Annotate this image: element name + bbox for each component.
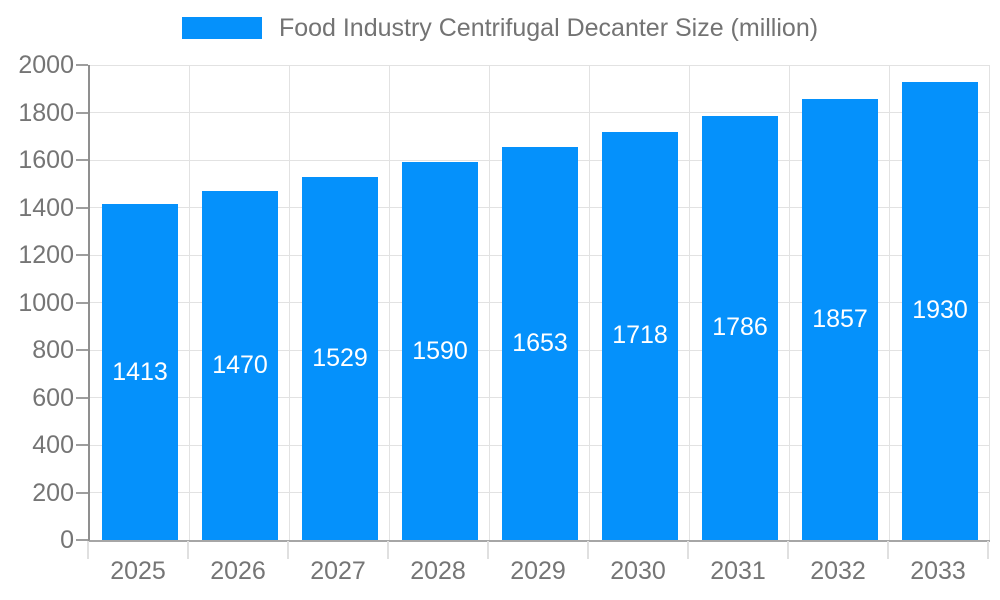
plot-area: 1413 1470 1529 1590 1653 1718 1786 1857 1930 xyxy=(88,64,990,542)
gridline-horizontal xyxy=(90,112,990,113)
x-axis-tick-label: 2027 xyxy=(310,557,366,585)
y-axis-tick-label: 0 xyxy=(60,526,74,554)
x-axis-tick-label: 2026 xyxy=(210,557,266,585)
y-axis-tick-label: 600 xyxy=(32,383,74,412)
y-axis-tick xyxy=(76,64,88,66)
y-axis-tick-label: 1200 xyxy=(18,241,74,269)
legend: Food Industry Centrifugal Decanter Size … xyxy=(0,14,1000,42)
gridline-vertical xyxy=(689,65,690,540)
bar-value-label: 1470 xyxy=(212,350,268,379)
gridline-vertical xyxy=(989,65,990,540)
gridline-vertical xyxy=(489,65,490,540)
legend-swatch xyxy=(181,17,262,39)
y-axis-tick xyxy=(76,349,88,351)
gridline-vertical xyxy=(789,65,790,540)
gridline-vertical xyxy=(289,65,290,540)
x-axis-tick xyxy=(287,541,289,559)
x-axis-tick xyxy=(87,541,89,559)
gridline-vertical xyxy=(189,65,190,540)
x-axis-tick xyxy=(987,541,989,559)
bar-value-label: 1857 xyxy=(812,304,868,333)
chart-title: Food Industry Centrifugal Decanter Size … xyxy=(278,14,819,42)
bar: 1857 xyxy=(802,98,878,540)
bar-value-label: 1413 xyxy=(112,357,168,386)
x-axis-tick-label: 2031 xyxy=(710,557,766,585)
bar-value-label: 1529 xyxy=(312,343,368,372)
x-axis-tick-label: 2033 xyxy=(910,557,966,585)
bar-value-label: 1590 xyxy=(412,336,468,365)
y-axis-tick-label: 2000 xyxy=(18,51,74,79)
y-axis-tick-label: 800 xyxy=(32,336,74,364)
x-axis-tick-label: 2032 xyxy=(810,557,866,585)
x-axis-tick-label: 2030 xyxy=(610,557,666,585)
bar: 1930 xyxy=(902,81,978,540)
x-axis-tick xyxy=(687,541,689,559)
y-axis-tick xyxy=(76,444,88,446)
bar: 1653 xyxy=(502,147,578,540)
gridline-vertical xyxy=(889,65,890,540)
y-axis-tick-label: 200 xyxy=(32,478,74,507)
y-axis-tick xyxy=(76,159,88,161)
bar: 1590 xyxy=(402,162,478,540)
y-axis-tick xyxy=(76,254,88,256)
y-axis-tick-label: 400 xyxy=(32,431,74,459)
gridline-horizontal xyxy=(90,64,990,66)
bar-value-label: 1653 xyxy=(512,329,568,358)
bar-value-label: 1786 xyxy=(712,313,768,342)
bar: 1786 xyxy=(702,115,778,540)
y-axis-tick-label: 1600 xyxy=(18,146,74,174)
y-axis-tick xyxy=(76,206,88,209)
y-axis-tick xyxy=(76,301,88,304)
y-axis-tick-label: 1800 xyxy=(18,98,74,127)
x-axis-tick xyxy=(587,541,589,559)
x-axis-tick-label: 2028 xyxy=(410,557,466,585)
gridline-vertical xyxy=(589,65,590,540)
y-axis-tick xyxy=(76,396,88,399)
y-axis-tick xyxy=(76,539,88,541)
x-axis-tick xyxy=(887,541,889,559)
y-axis-tick-label: 1400 xyxy=(18,193,74,222)
gridline-vertical xyxy=(389,65,390,540)
x-axis-tick xyxy=(487,541,489,559)
y-axis-tick-label: 1000 xyxy=(18,288,74,317)
x-axis-tick xyxy=(187,541,189,559)
y-axis-tick xyxy=(76,111,88,114)
x-axis-tick xyxy=(787,541,789,559)
bar: 1470 xyxy=(202,190,278,540)
x-axis-tick-label: 2029 xyxy=(510,557,566,585)
bar-value-label: 1930 xyxy=(912,296,968,325)
bar: 1529 xyxy=(302,176,378,540)
x-axis-tick xyxy=(387,541,389,559)
bar-value-label: 1718 xyxy=(612,321,668,350)
bar: 1718 xyxy=(602,131,678,540)
y-axis-tick xyxy=(76,491,88,494)
x-axis-tick-label: 2025 xyxy=(110,557,166,585)
bar: 1413 xyxy=(102,204,178,540)
